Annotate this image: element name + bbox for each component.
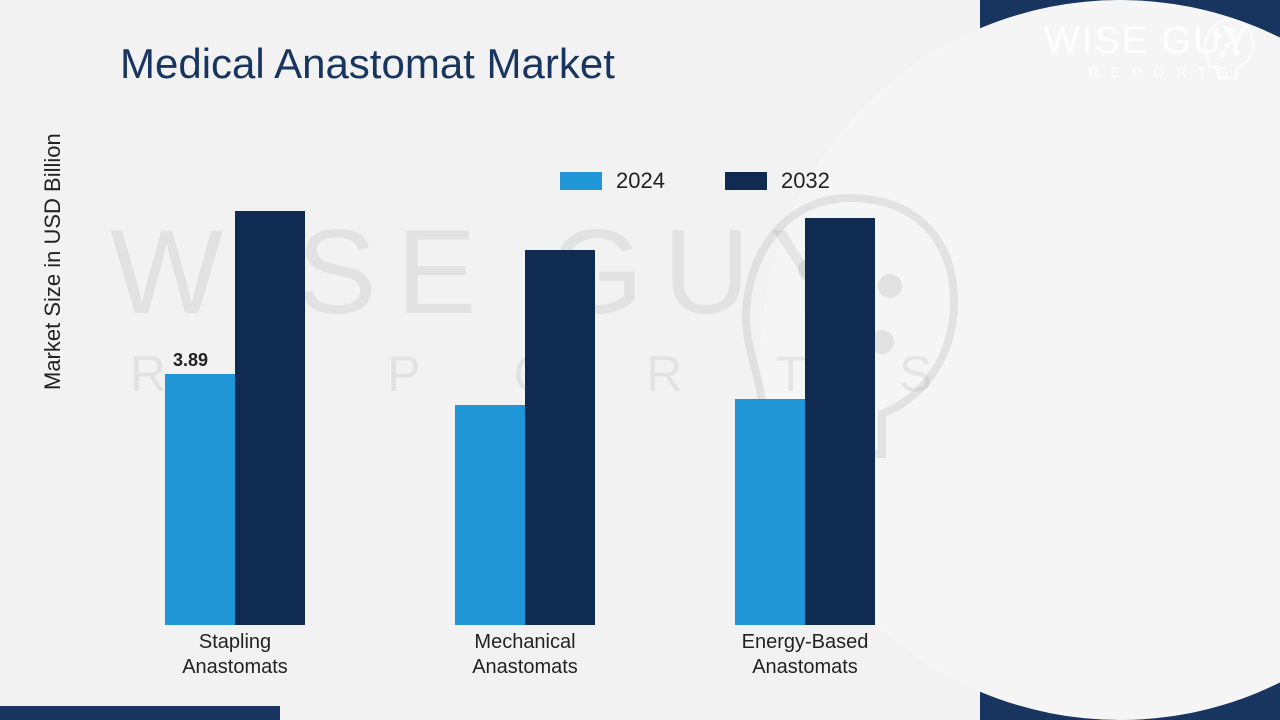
legend: 2024 2032 bbox=[560, 168, 830, 194]
legend-label: 2024 bbox=[616, 168, 665, 194]
bar-2032 bbox=[525, 250, 595, 625]
x-axis-category-label: StaplingAnastomats bbox=[135, 630, 335, 680]
legend-label: 2032 bbox=[781, 168, 830, 194]
bar-group bbox=[440, 250, 610, 625]
x-axis-category-label: MechanicalAnastomats bbox=[425, 630, 625, 680]
bar-2024 bbox=[735, 399, 805, 625]
brand-panel bbox=[980, 0, 1280, 720]
bar-value-label: 3.89 bbox=[173, 350, 208, 371]
bar-2024 bbox=[165, 374, 235, 625]
footer-accent-bar bbox=[0, 706, 280, 720]
bar-2032 bbox=[235, 211, 305, 625]
chart-plot-area: 3.89 bbox=[110, 205, 990, 625]
bar-group bbox=[720, 218, 890, 625]
y-axis-label: Market Size in USD Billion bbox=[40, 133, 66, 390]
x-axis-category-label: Energy-BasedAnastomats bbox=[705, 630, 905, 680]
legend-swatch-2032 bbox=[725, 172, 767, 190]
bar-2024 bbox=[455, 405, 525, 625]
brand-head-icon bbox=[1200, 18, 1258, 82]
brand-logo: WISE GUY REPORTS bbox=[1044, 22, 1250, 80]
bar-2032 bbox=[805, 218, 875, 625]
bar-group: 3.89 bbox=[150, 211, 320, 625]
legend-item: 2024 bbox=[560, 168, 665, 194]
legend-swatch-2024 bbox=[560, 172, 602, 190]
legend-item: 2032 bbox=[725, 168, 830, 194]
chart-title: Medical Anastomat Market bbox=[120, 40, 615, 88]
